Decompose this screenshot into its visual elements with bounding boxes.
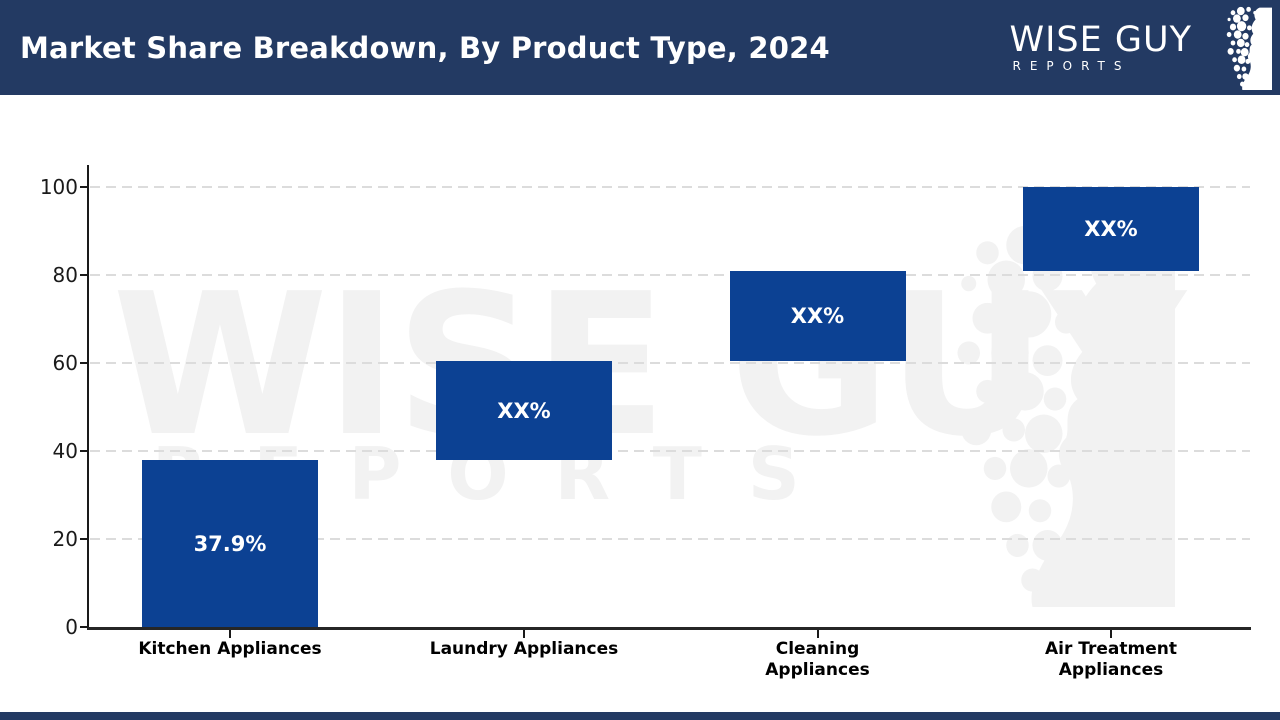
bar: XX% <box>1023 187 1199 271</box>
wiseguy-logo: WISE GUY REPORTS <box>1009 0 1272 95</box>
footer-bar <box>0 712 1280 720</box>
y-tick-label: 40 <box>52 439 78 463</box>
bar: 37.9% <box>142 460 318 627</box>
logo-text-line2: REPORTS <box>1012 59 1131 74</box>
x-tick-mark <box>816 630 819 638</box>
bar-value-label: XX% <box>790 303 845 328</box>
y-tick-mark <box>80 186 88 188</box>
bar: XX% <box>436 360 612 461</box>
x-category-label: Laundry Appliances <box>429 639 619 659</box>
y-tick-mark <box>80 362 88 364</box>
grid-line <box>90 362 1250 364</box>
x-category-label: Air Treatment Appliances <box>1045 639 1177 681</box>
y-tick-label: 100 <box>39 175 78 199</box>
y-tick-mark <box>80 450 88 452</box>
logo-face-icon <box>1226 6 1272 90</box>
y-tick-mark <box>80 626 88 628</box>
y-tick-mark <box>80 274 88 276</box>
x-category-label: Kitchen Appliances <box>138 639 322 659</box>
y-tick-label: 0 <box>65 615 78 639</box>
x-category-label: Cleaning Appliances <box>765 639 870 681</box>
logo-text-line1: WISE GUY <box>1009 19 1192 60</box>
bar-value-label: 37.9% <box>193 531 267 556</box>
y-tick-mark <box>80 538 88 540</box>
grid-line <box>90 538 1250 540</box>
bar-value-label: XX% <box>1084 216 1138 241</box>
y-axis-line <box>87 165 89 629</box>
x-tick-mark <box>1110 630 1112 638</box>
grid-line <box>90 274 1250 276</box>
header-bar: Market Share Breakdown, By Product Type,… <box>0 0 1280 95</box>
y-tick-label: 20 <box>52 527 78 551</box>
x-axis-line <box>87 627 1251 630</box>
x-tick-mark <box>229 630 231 638</box>
logo-text: WISE GUY REPORTS <box>1009 19 1192 74</box>
bar-value-label: XX% <box>497 398 551 423</box>
chart-title: Market Share Breakdown, By Product Type,… <box>20 30 830 65</box>
y-tick-label: 60 <box>52 351 78 375</box>
y-tick-label: 80 <box>52 263 78 287</box>
bar: XX% <box>729 270 906 361</box>
grid-line <box>90 186 1250 188</box>
grid-line <box>90 450 1250 452</box>
x-tick-mark <box>523 630 525 638</box>
